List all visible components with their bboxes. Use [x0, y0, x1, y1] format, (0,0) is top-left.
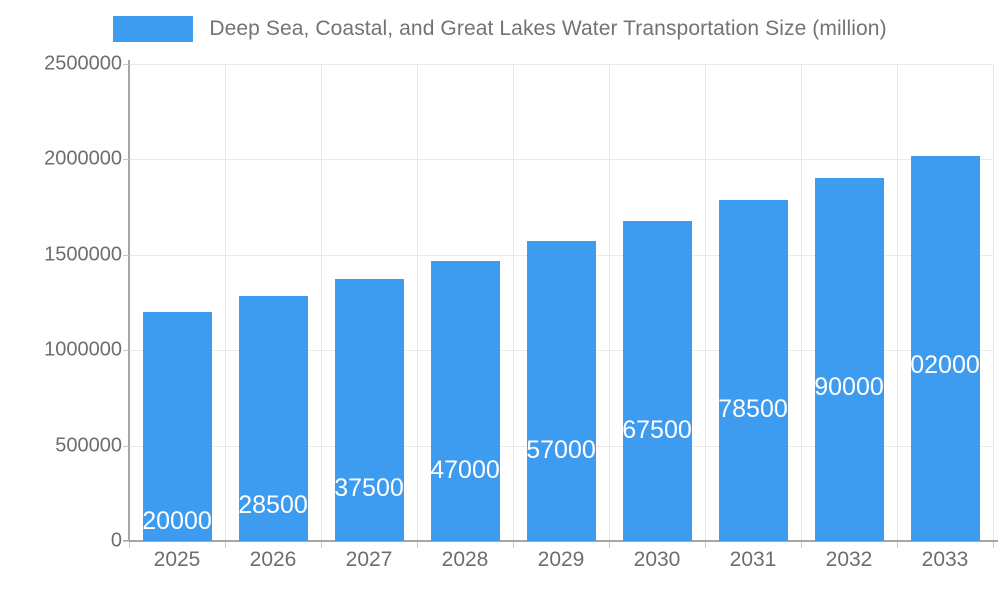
bar-slot: 2020000	[910, 0, 980, 541]
y-axis-line	[128, 60, 130, 542]
y-axis-tick-label: 2000000	[44, 147, 122, 170]
bar-slot: 1675000	[622, 0, 692, 541]
bar[interactable]: 1570000	[526, 241, 596, 541]
x-axis-tick-mark	[225, 542, 226, 548]
bar[interactable]: 1675000	[622, 221, 692, 541]
bar-value-label: 1285000	[238, 490, 308, 519]
bar-slot: 1375000	[334, 0, 404, 541]
bar-series: 1200000 1285000 1375000 1470000 1570000 16750…	[129, 0, 993, 541]
bar-slot: 1570000	[526, 0, 596, 541]
y-axis-tick-mark	[123, 445, 129, 447]
x-axis-tick-label: 2027	[345, 548, 393, 571]
gridline-vertical	[417, 64, 418, 541]
bar-slot: 1285000	[238, 0, 308, 541]
y-axis-tick-labels: 0 500000 1000000 1500000 2000000 2500000	[0, 0, 129, 600]
bar[interactable]: 1900000	[814, 178, 884, 541]
gridline-horizontal	[129, 64, 993, 65]
x-axis-tick-mark	[705, 542, 706, 548]
bar-value-label: 1675000	[622, 416, 692, 445]
y-axis-tick-label: 2500000	[44, 52, 122, 75]
bar[interactable]: 1285000	[238, 295, 308, 541]
x-axis-tick-label: 2026	[249, 548, 297, 571]
bar-value-label: 1570000	[526, 436, 596, 465]
bar[interactable]: 2020000	[910, 155, 980, 541]
x-axis-tick-mark	[417, 542, 418, 548]
x-axis-tick-label: 2029	[537, 548, 585, 571]
gridline-vertical	[897, 64, 898, 541]
y-axis-tick-mark	[123, 541, 129, 542]
gridline-horizontal	[129, 159, 993, 161]
bar-value-label: 1785000	[718, 395, 788, 424]
x-axis-tick-mark	[609, 542, 610, 548]
bar-value-label: 1200000	[142, 507, 212, 536]
gridline-vertical	[321, 64, 322, 541]
x-axis-tick-mark	[801, 542, 802, 548]
y-axis-tick-label: 1500000	[44, 243, 122, 266]
y-axis-tick-mark	[123, 350, 129, 352]
bar-value-label: 2020000	[910, 350, 980, 379]
y-axis-tick-label: 500000	[55, 434, 122, 457]
bar-slot: 1200000	[142, 0, 212, 541]
bar[interactable]: 1470000	[430, 260, 500, 541]
bar[interactable]: 1200000	[142, 312, 212, 541]
bar-slot: 1470000	[430, 0, 500, 541]
bar-value-label: 1900000	[814, 373, 884, 402]
y-axis-tick-label: 0	[110, 529, 122, 552]
gridline-vertical	[513, 64, 514, 541]
x-axis-tick-mark	[129, 542, 130, 548]
x-axis-tick-mark	[513, 542, 514, 548]
gridline-vertical	[705, 64, 706, 541]
x-axis-tick-label: 2032	[825, 548, 873, 571]
x-axis-tick-label: 2031	[729, 548, 777, 571]
y-axis-tick-mark	[123, 159, 129, 161]
chart-legend: Deep Sea, Coastal, and Great Lakes Water…	[0, 10, 1000, 48]
gridline-vertical	[993, 64, 994, 541]
bar-value-label: 1375000	[334, 473, 404, 502]
x-axis-tick-label: 2033	[921, 548, 969, 571]
y-axis-tick-mark	[123, 64, 129, 65]
x-axis-tick-labels: 2025 2026 2027 2028 2029 2030 2031 2032 2033	[129, 548, 993, 588]
x-axis-line	[123, 540, 998, 542]
x-axis-tick-mark	[993, 542, 994, 548]
x-axis-tick-mark	[321, 542, 322, 548]
bar-value-label: 1470000	[430, 455, 500, 484]
bar-slot: 1785000	[718, 0, 788, 541]
x-axis-tick-label: 2025	[153, 548, 201, 571]
gridline-vertical	[801, 64, 802, 541]
legend-color-swatch	[113, 16, 194, 42]
gridline-vertical	[609, 64, 610, 541]
x-axis-tick-mark	[897, 542, 898, 548]
y-axis-tick-label: 1000000	[44, 338, 122, 361]
y-axis-tick-mark	[123, 254, 129, 256]
gridline-vertical	[225, 64, 226, 541]
bar[interactable]: 1785000	[718, 200, 788, 541]
legend-label: Deep Sea, Coastal, and Great Lakes Water…	[209, 17, 887, 40]
x-axis-tick-label: 2028	[441, 548, 489, 571]
bar-slot: 1900000	[814, 0, 884, 541]
bar[interactable]: 1375000	[334, 278, 404, 541]
x-axis-tick-label: 2030	[633, 548, 681, 571]
legend-item[interactable]: Deep Sea, Coastal, and Great Lakes Water…	[113, 16, 887, 42]
